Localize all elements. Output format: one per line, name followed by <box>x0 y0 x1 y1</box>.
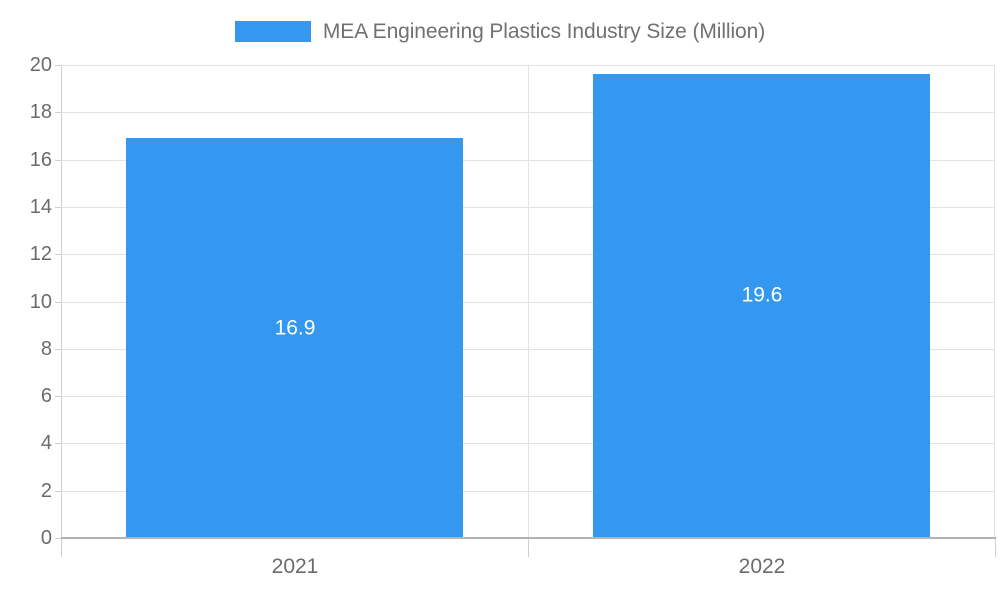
y-axis-tick-label: 2 <box>40 480 52 502</box>
x-axis-tick-mark <box>528 539 529 557</box>
y-axis-tick-mark <box>55 65 61 66</box>
y-axis-tick-label: 18 <box>29 101 52 123</box>
y-axis-tick-mark <box>55 207 61 208</box>
y-axis-tick-mark <box>55 112 61 113</box>
chart-legend: MEA Engineering Plastics Industry Size (… <box>0 14 1000 48</box>
y-axis-tick-label: 16 <box>29 149 52 171</box>
y-axis-tick-mark <box>55 396 61 397</box>
y-axis-tick-mark <box>55 349 61 350</box>
legend-series-label[interactable]: MEA Engineering Plastics Industry Size (… <box>322 19 766 43</box>
plot-right-border <box>994 65 995 538</box>
y-axis-line <box>61 65 62 538</box>
y-axis-tick-mark <box>55 302 61 303</box>
y-axis-tick-label: 14 <box>29 196 52 218</box>
y-axis-tick-label: 10 <box>29 291 52 313</box>
x-axis-tick-label: 2022 <box>738 555 786 578</box>
x-axis-tick-label: 2021 <box>271 555 319 578</box>
y-axis-tick-label: 8 <box>40 338 52 360</box>
y-axis-tick-label: 20 <box>29 54 52 76</box>
y-axis-tick-mark <box>55 160 61 161</box>
y-axis-tick-label: 4 <box>40 432 52 454</box>
plot-area: 16.9 19.6 <box>61 65 995 539</box>
bar-2021[interactable] <box>126 138 463 538</box>
x-gridline <box>528 65 529 538</box>
x-axis-tick-mark <box>61 539 62 557</box>
bar-2022[interactable] <box>593 74 930 538</box>
x-axis-line <box>61 537 996 539</box>
y-axis-tick-mark <box>55 254 61 255</box>
y-axis-tick-label: 0 <box>40 527 52 549</box>
x-axis-tick-mark <box>995 539 996 557</box>
y-axis-tick-labels: 0 2 4 6 8 10 12 14 16 18 20 <box>0 0 52 600</box>
y-axis-tick-label: 12 <box>29 243 52 265</box>
y-axis-tick-label: 6 <box>40 385 52 407</box>
y-axis-tick-mark <box>55 538 61 539</box>
y-axis-tick-mark <box>55 491 61 492</box>
y-axis-tick-mark <box>55 443 61 444</box>
legend-color-swatch[interactable] <box>234 20 311 42</box>
